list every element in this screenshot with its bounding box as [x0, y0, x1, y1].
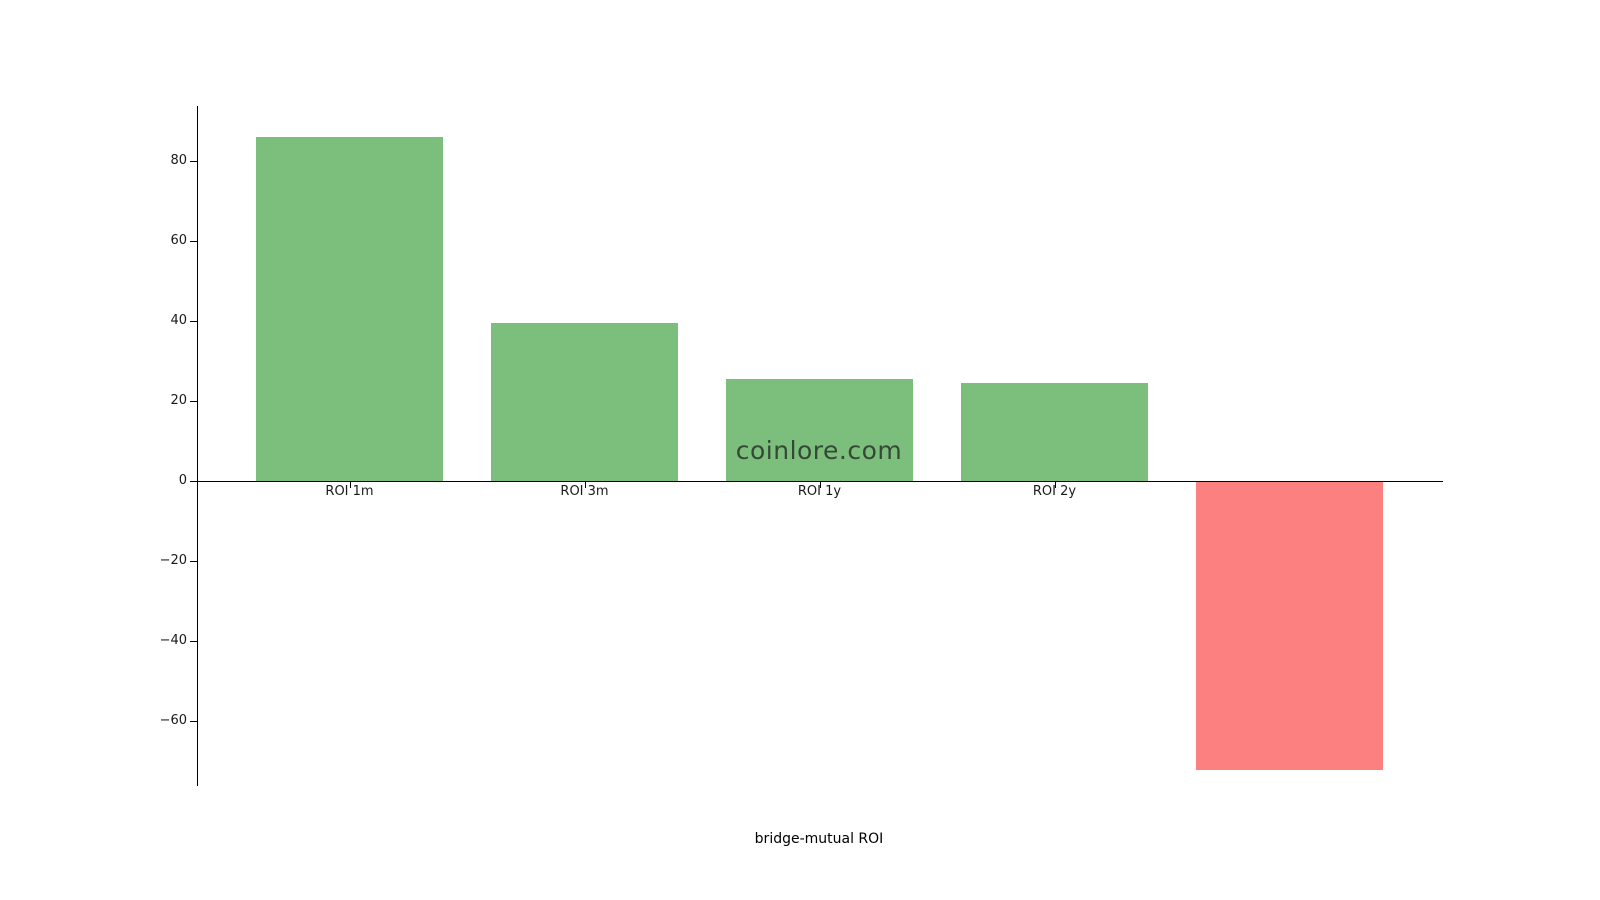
x-tick-label: ROI 2y: [1032, 484, 1077, 499]
y-tick-label: −40: [159, 633, 187, 648]
y-tick-label: 40: [170, 313, 187, 328]
y-tick-mark: [190, 321, 197, 322]
y-tick-label: 60: [170, 233, 187, 248]
y-tick-mark: [190, 161, 197, 162]
y-tick-label: −60: [159, 713, 187, 728]
bar-unlabeled: [1196, 482, 1383, 770]
y-tick-label: 20: [170, 393, 187, 408]
y-tick-mark: [190, 401, 197, 402]
y-tick-mark: [190, 241, 197, 242]
x-tick-label: ROI 1y: [797, 484, 842, 499]
bar-roi-3m: [491, 323, 678, 481]
y-tick-mark: [190, 721, 197, 722]
x-tick-mark: [584, 481, 586, 488]
y-tick-label: −20: [159, 553, 187, 568]
y-tick-mark: [190, 481, 197, 482]
y-tick-label: 80: [170, 153, 187, 168]
x-tick-mark: [819, 481, 821, 488]
bar-roi-2y: [961, 383, 1148, 481]
x-tick-label: ROI 1m: [325, 484, 374, 499]
watermark-text: coinlore.com: [735, 436, 903, 465]
y-axis-spine: [197, 106, 198, 786]
y-tick-mark: [190, 641, 197, 642]
x-tick-label: ROI 3m: [560, 484, 609, 499]
bar-roi-1m: [256, 137, 443, 481]
x-tick-mark: [349, 481, 351, 488]
bar-roi-1y: [726, 379, 913, 481]
chart-title: bridge-mutual ROI: [754, 831, 884, 847]
y-tick-label: 0: [178, 473, 187, 488]
y-tick-mark: [190, 561, 197, 562]
x-tick-mark: [1054, 481, 1056, 488]
